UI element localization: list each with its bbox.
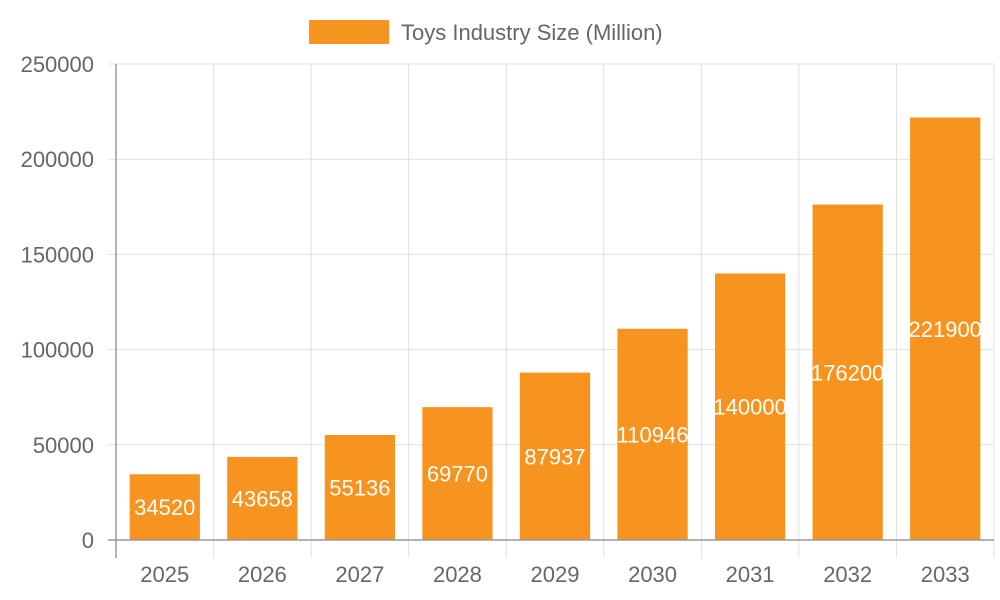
x-tick-label: 2032 bbox=[823, 562, 872, 587]
legend-label: Toys Industry Size (Million) bbox=[401, 20, 663, 45]
bar-value-label: 221900 bbox=[909, 317, 982, 342]
bar[interactable] bbox=[227, 456, 298, 540]
bars bbox=[129, 117, 981, 540]
bar[interactable] bbox=[617, 328, 688, 540]
legend-swatch bbox=[309, 20, 389, 44]
grid-lines bbox=[108, 63, 995, 558]
bar-value-label: 69770 bbox=[427, 462, 488, 487]
x-tick-label: 2026 bbox=[238, 562, 287, 587]
axes bbox=[108, 64, 994, 558]
bar[interactable] bbox=[422, 407, 493, 540]
y-tick-label: 0 bbox=[82, 528, 94, 553]
bar[interactable] bbox=[714, 273, 786, 540]
bar-value-label: 43658 bbox=[232, 486, 293, 511]
y-tick-label: 200000 bbox=[21, 147, 94, 172]
bar-value-label: 110946 bbox=[617, 422, 689, 447]
bar[interactable] bbox=[324, 435, 396, 540]
data-labels: 34520 43658 55136 69770 87937 110946 140000 176… bbox=[134, 317, 982, 520]
bar-value-label: 140000 bbox=[713, 395, 786, 420]
x-tick-label: 2030 bbox=[628, 562, 677, 587]
legend[interactable]: Toys Industry Size (Million) bbox=[309, 20, 663, 45]
x-tick-label: 2031 bbox=[726, 562, 775, 587]
bar-value-label: 176200 bbox=[811, 360, 884, 385]
bar-value-label: 34520 bbox=[134, 495, 195, 520]
x-tick-label: 2033 bbox=[921, 562, 970, 587]
bar-value-label: 55136 bbox=[329, 476, 390, 501]
y-tick-label: 150000 bbox=[21, 242, 94, 267]
bar[interactable] bbox=[129, 474, 200, 540]
bar[interactable] bbox=[812, 204, 883, 540]
x-tick-label: 2029 bbox=[531, 562, 580, 587]
y-tick-label: 50000 bbox=[33, 433, 94, 458]
x-tick-label: 2028 bbox=[433, 562, 482, 587]
x-tick-label: 2025 bbox=[140, 562, 189, 587]
bar[interactable] bbox=[519, 372, 591, 540]
tick-labels: 0 50000 100000 150000 200000 250000 2025 2026 20… bbox=[21, 52, 970, 587]
x-tick-label: 2027 bbox=[335, 562, 384, 587]
bar-value-label: 87937 bbox=[524, 444, 585, 469]
bar[interactable] bbox=[910, 117, 981, 540]
y-tick-label: 100000 bbox=[21, 338, 94, 363]
y-tick-label: 250000 bbox=[21, 52, 94, 77]
